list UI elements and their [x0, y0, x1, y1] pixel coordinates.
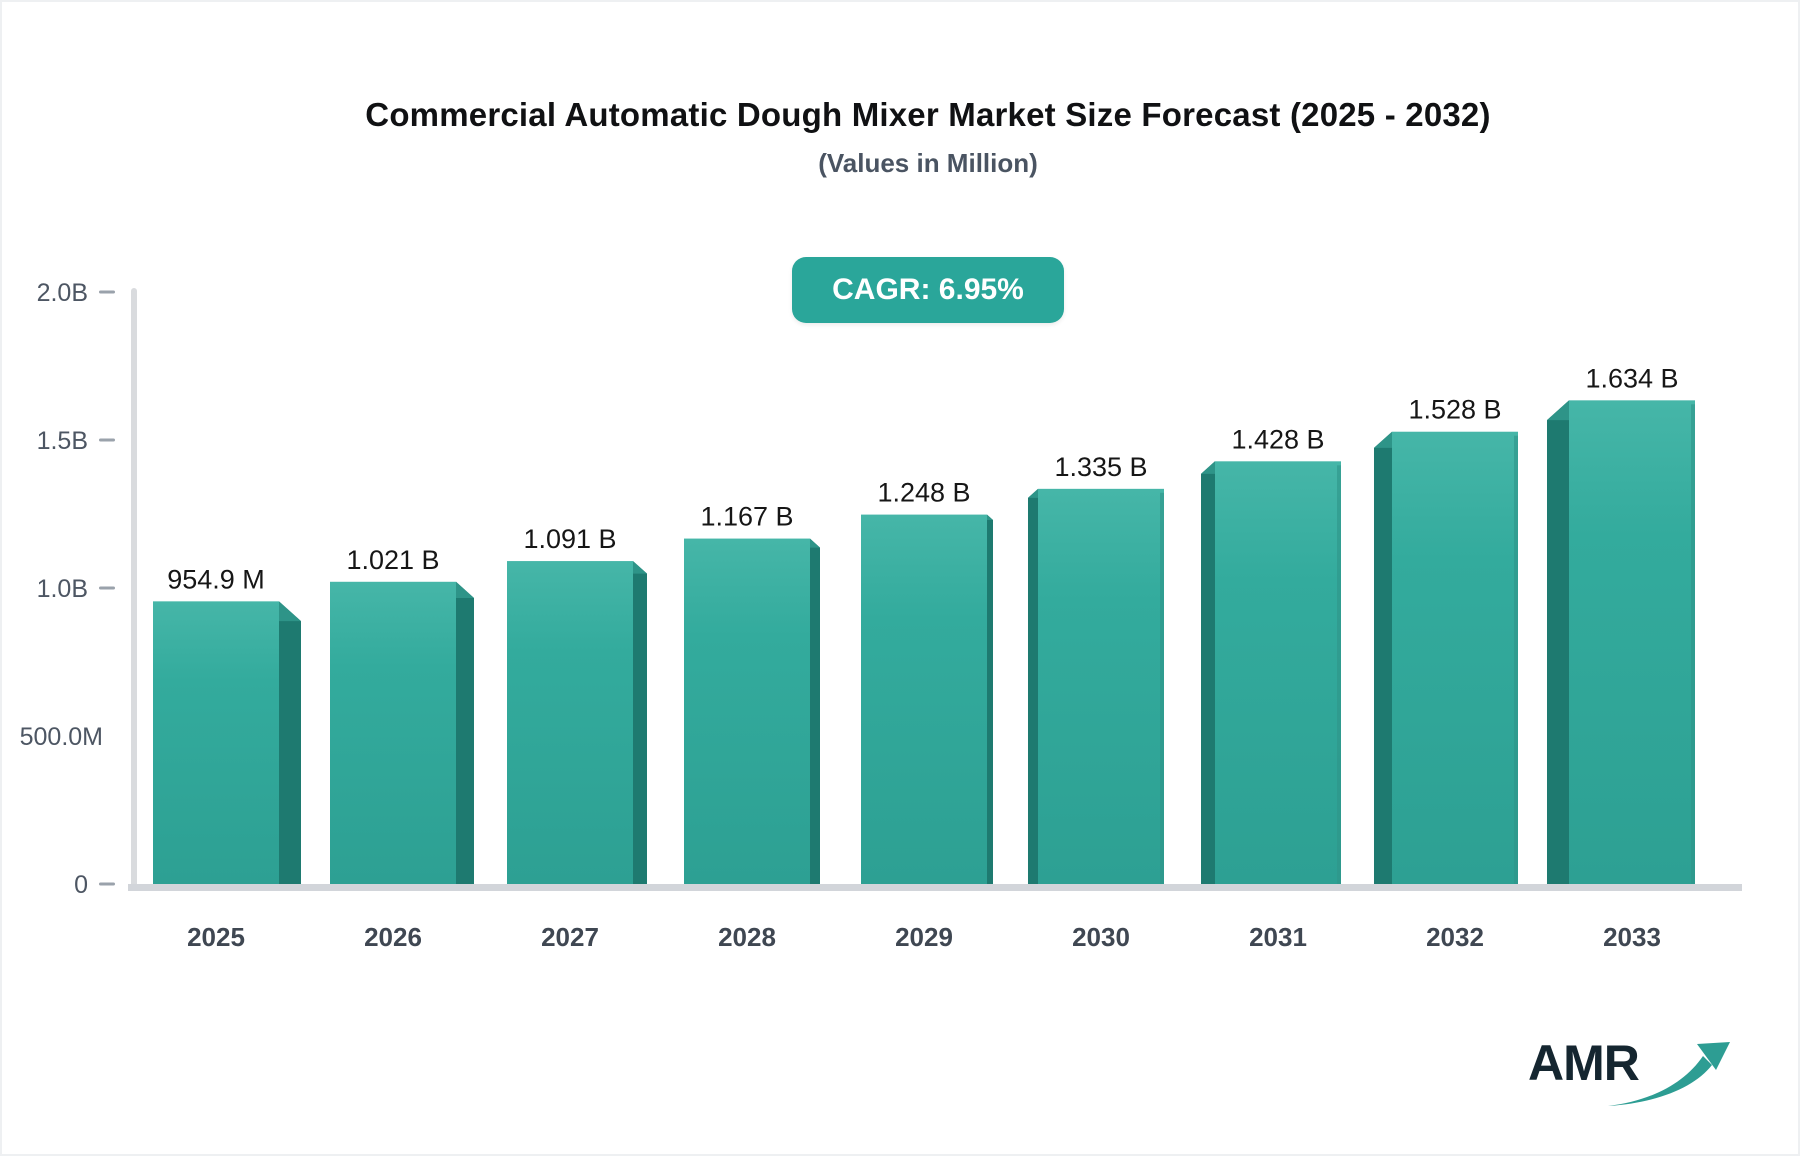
bar-side-face	[1373, 431, 1392, 884]
bar-side-face	[987, 514, 993, 884]
bar-side-face	[633, 561, 648, 884]
bar-top-bevel	[1373, 431, 1392, 448]
y-axis-line	[131, 288, 137, 891]
bar-front-face	[330, 581, 456, 884]
x-axis-line	[128, 884, 1742, 891]
x-axis-label: 2027	[541, 922, 599, 952]
bar-top-bevel	[1200, 461, 1215, 474]
bar-front-edge-shade	[1160, 492, 1164, 884]
bar-side-face	[1546, 400, 1569, 884]
bar-side-face	[279, 601, 302, 884]
y-tick-dash	[99, 882, 115, 886]
bar-value-label: 1.091 B	[523, 524, 616, 554]
bar-value-label: 1.021 B	[346, 545, 439, 575]
x-axis-label: 2031	[1249, 922, 1307, 952]
bar-top-bevel	[633, 561, 648, 574]
bar-front-face	[861, 514, 987, 884]
bar-front-edge-shade	[1691, 404, 1695, 884]
bar-side-face	[1027, 488, 1038, 884]
bar-value-label: 1.634 B	[1585, 363, 1678, 393]
bar-value-label: 954.9 M	[167, 564, 265, 594]
x-axis-label: 2026	[364, 922, 422, 952]
bar-front-face	[1569, 400, 1695, 884]
bar-top-bevel	[1546, 400, 1569, 421]
bar-side-face	[810, 538, 821, 884]
bar-top-bevel	[1027, 488, 1038, 498]
amr-logo-text: AMR	[1528, 1035, 1640, 1091]
bar-value-label: 1.528 B	[1408, 395, 1501, 425]
chart-title: Commercial Automatic Dough Mixer Market …	[365, 96, 1491, 133]
bar-front-face	[684, 538, 810, 884]
bar-value-label: 1.167 B	[700, 502, 793, 532]
bar-side-face	[1200, 461, 1215, 884]
bar-side-face	[456, 581, 475, 884]
bar-value-label: 1.335 B	[1054, 452, 1147, 482]
x-axis-label: 2029	[895, 922, 953, 952]
bar-top-bevel	[987, 514, 993, 520]
bar-top-bevel	[279, 601, 302, 622]
chart-subtitle: (Values in Million)	[818, 148, 1038, 178]
amr-logo: AMR	[1528, 1034, 1730, 1124]
bar-front-face	[1215, 461, 1341, 884]
growth-arrow-icon	[1608, 1042, 1730, 1106]
bar-front-face	[1392, 431, 1518, 884]
bar-front-face	[507, 561, 633, 884]
y-axis-tick-label: 1.5B	[37, 427, 88, 455]
x-axis-label: 2032	[1426, 922, 1484, 952]
x-axis-label: 2025	[187, 922, 245, 952]
bar-front-edge-shade	[1514, 435, 1518, 884]
x-axis-label: 2030	[1072, 922, 1130, 952]
bar-value-label: 1.248 B	[877, 478, 970, 508]
y-axis-tick-label: 500.0M	[20, 723, 103, 751]
cagr-badge-label: CAGR: 6.95%	[832, 273, 1024, 306]
bar-value-label: 1.428 B	[1231, 424, 1324, 454]
bar-top-bevel	[456, 581, 475, 598]
cagr-badge: CAGR: 6.95%	[792, 257, 1064, 323]
x-axis-label: 2028	[718, 922, 776, 952]
bar-front-face	[1038, 488, 1164, 884]
bar-top-bevel	[810, 538, 821, 548]
y-tick-dash	[99, 438, 115, 442]
y-axis-tick-label: 0	[74, 871, 88, 899]
y-tick-dash	[99, 290, 115, 294]
y-axis-tick-label: 2.0B	[37, 279, 88, 307]
y-tick-dash	[99, 586, 115, 590]
bar-front-edge-shade	[1337, 465, 1341, 884]
bar-front-face	[153, 601, 279, 884]
y-axis-tick-label: 1.0B	[37, 575, 88, 603]
x-axis-label: 2033	[1603, 922, 1661, 952]
